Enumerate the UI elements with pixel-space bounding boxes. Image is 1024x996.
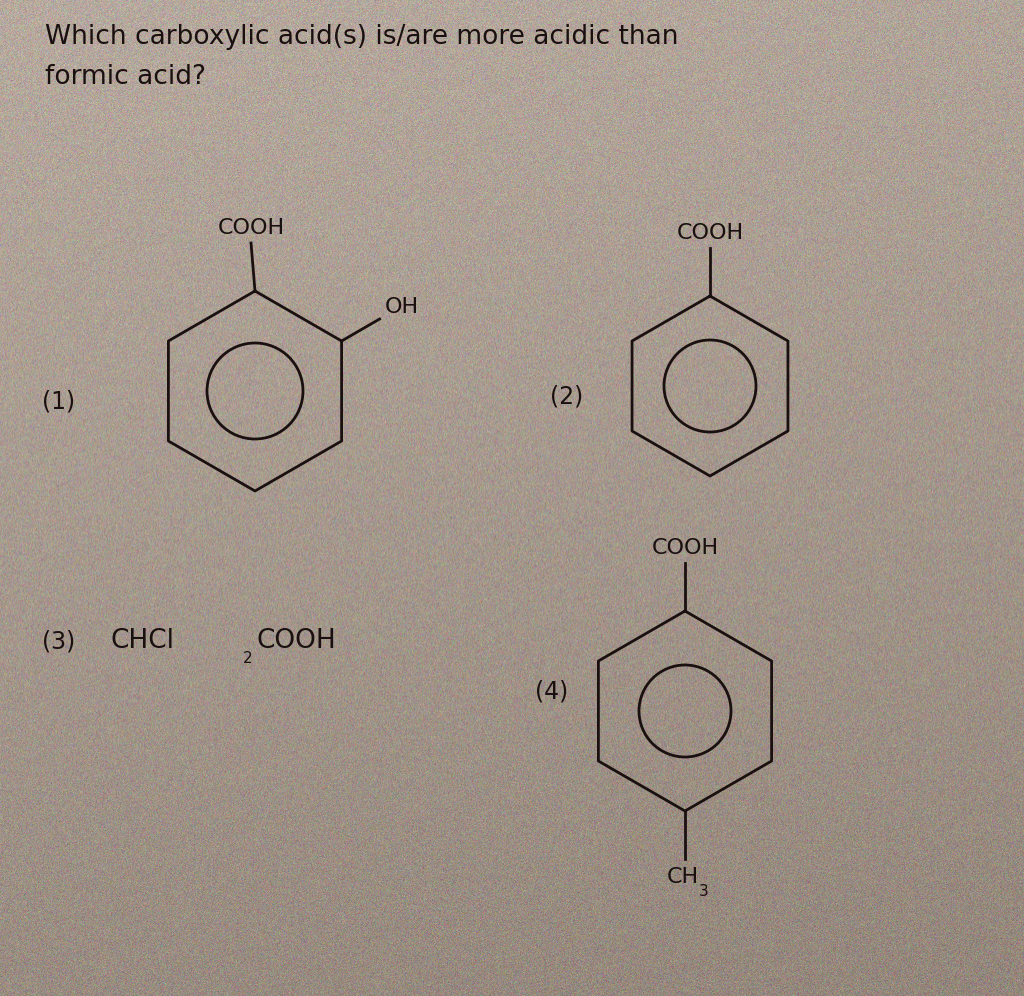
Text: (3): (3) [42, 629, 75, 653]
Text: Which carboxylic acid(s) is/are more acidic than: Which carboxylic acid(s) is/are more aci… [45, 24, 679, 50]
Text: CHCl: CHCl [110, 628, 174, 654]
Text: OH: OH [385, 297, 419, 317]
Text: (1): (1) [42, 389, 75, 413]
Text: formic acid?: formic acid? [45, 64, 206, 90]
Text: 2: 2 [243, 650, 253, 665]
Text: COOH: COOH [257, 628, 337, 654]
Text: COOH: COOH [651, 538, 719, 558]
Text: CH: CH [667, 867, 699, 887]
Text: (4): (4) [535, 679, 568, 703]
Text: COOH: COOH [217, 218, 285, 238]
Text: COOH: COOH [677, 223, 743, 243]
Text: 3: 3 [699, 884, 709, 899]
Text: (2): (2) [550, 384, 584, 408]
